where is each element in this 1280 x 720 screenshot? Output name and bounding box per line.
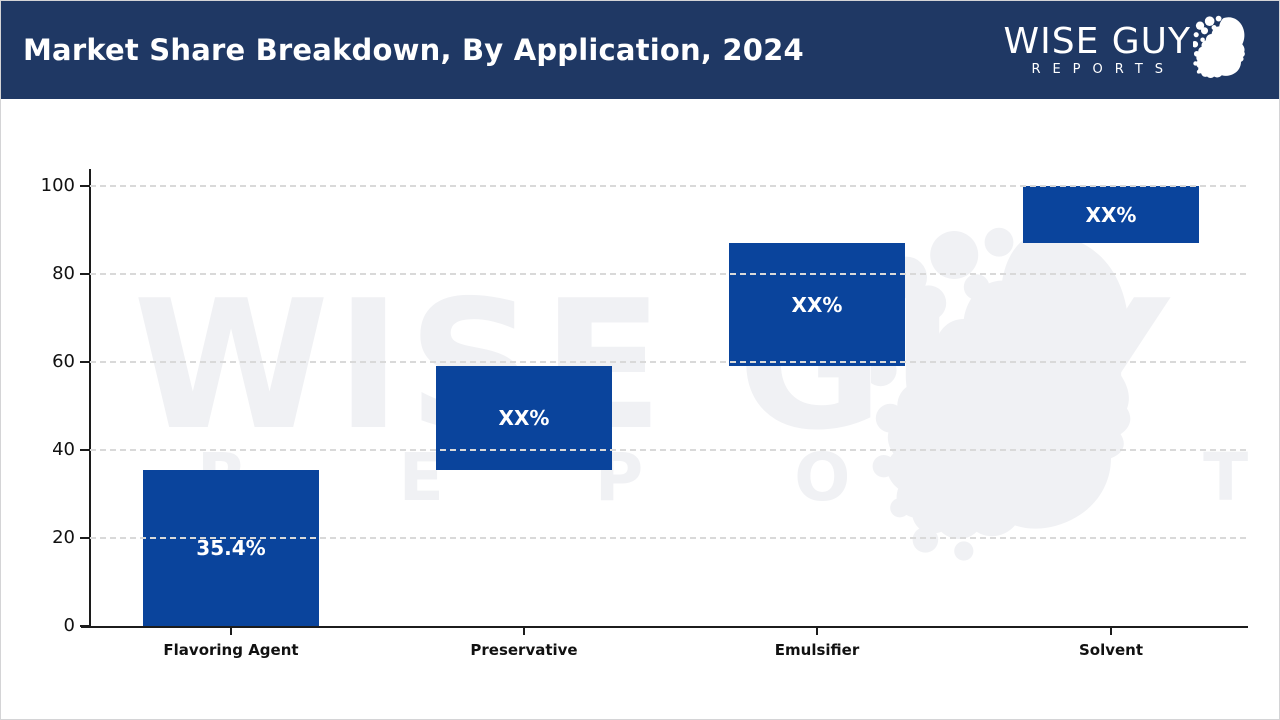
brand-subtext: REPORTS <box>1031 62 1176 77</box>
y-tick-label: 40 <box>52 439 75 460</box>
y-gridline <box>90 361 1246 363</box>
page-title: Market Share Breakdown, By Application, … <box>23 33 804 67</box>
data-bar-emulsifier <box>729 243 905 367</box>
brand-logo: WISE GUY REPORTS <box>1004 12 1258 88</box>
x-tick-mark <box>1110 626 1112 635</box>
data-bar-preservative <box>436 366 612 471</box>
y-gridline <box>90 449 1246 451</box>
y-tick-label: 20 <box>52 527 75 548</box>
bar-value-label: XX% <box>1085 202 1137 227</box>
bar-value-label: 35.4% <box>196 536 266 561</box>
y-gridline <box>90 273 1246 275</box>
x-tick-mark <box>816 626 818 635</box>
y-tick-label: 80 <box>52 263 75 284</box>
x-axis-line <box>81 626 1248 628</box>
y-tick-mark <box>80 537 89 539</box>
header-bar: Market Share Breakdown, By Application, … <box>1 1 1279 99</box>
y-tick-label: 100 <box>40 175 75 196</box>
brand-wordmark: WISE GUY <box>1003 21 1191 62</box>
data-bar-flavoring-agent <box>143 470 319 626</box>
x-category-label: Preservative <box>470 641 578 659</box>
y-axis-line <box>89 169 91 628</box>
x-tick-mark <box>230 626 232 635</box>
y-gridline <box>90 537 1246 539</box>
y-tick-mark <box>80 449 89 451</box>
x-category-label: Emulsifier <box>774 641 860 659</box>
y-gridline <box>90 185 1246 187</box>
y-tick-mark <box>80 361 89 363</box>
x-category-label: Flavoring Agent <box>163 641 299 659</box>
y-tick-label: 60 <box>52 351 75 372</box>
data-bar-solvent <box>1023 186 1199 244</box>
y-tick-mark <box>80 273 89 275</box>
bar-value-label: XX% <box>498 406 550 431</box>
dotted-head-profile-icon <box>1193 15 1245 78</box>
y-tick-label: 0 <box>63 615 75 636</box>
bar-value-label: XX% <box>791 292 843 317</box>
x-category-label: Solvent <box>1078 641 1144 659</box>
brand-logo-text: WISE GUY REPORTS <box>1003 21 1192 77</box>
x-tick-mark <box>523 626 525 635</box>
y-tick-mark <box>80 185 89 187</box>
y-tick-mark <box>80 625 89 627</box>
